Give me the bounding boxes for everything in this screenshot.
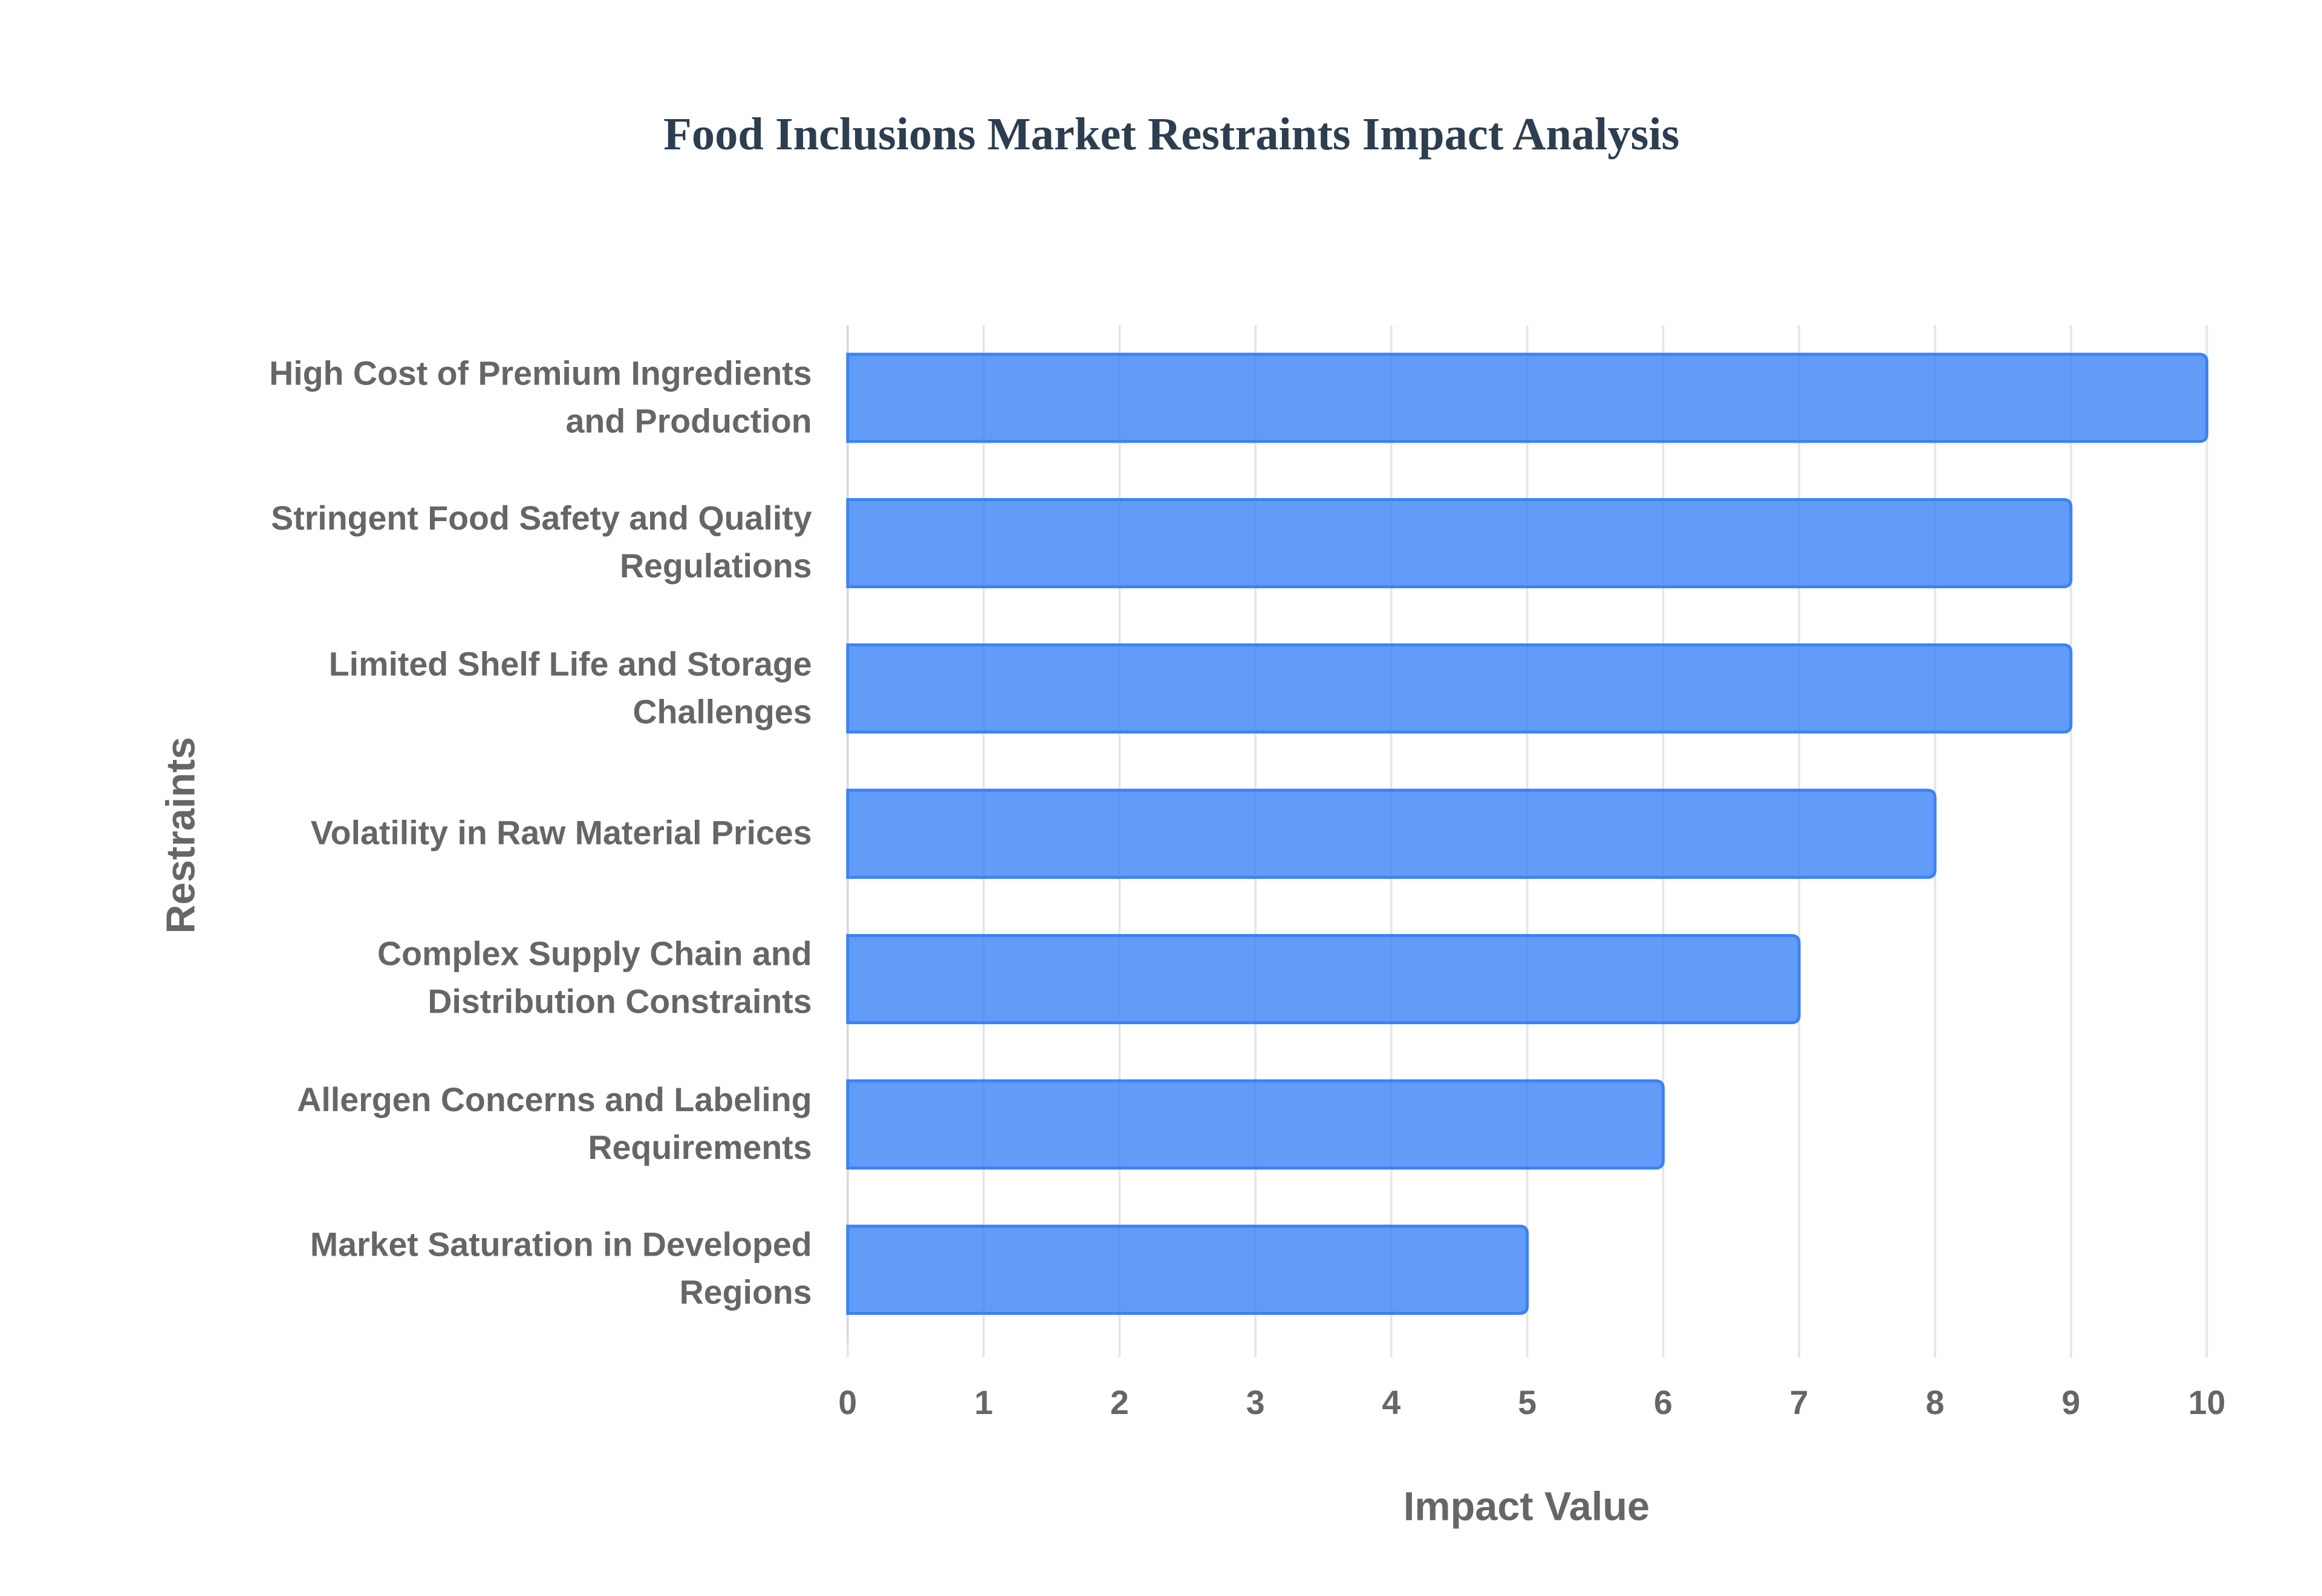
y-tick-label-box: Allergen Concerns and Labeling Requireme… (297, 1081, 812, 1167)
y-tick-label-box: Volatility in Raw Material Prices (310, 814, 812, 852)
x-tick-label: 7 (1790, 1384, 1809, 1421)
y-tick-label: Stringent Food Safety and Quality Regula… (271, 499, 812, 585)
x-tick-label: 6 (1654, 1384, 1673, 1421)
x-tick-label: 2 (1110, 1384, 1129, 1421)
bar (846, 643, 2073, 734)
y-tick-label-box: Limited Shelf Life and Storage Challenge… (328, 645, 812, 730)
x-tick-label: 0 (838, 1384, 857, 1421)
bar (846, 788, 1937, 879)
x-tick-label: 1 (974, 1384, 993, 1421)
chart-title: Food Inclusions Market Restraints Impact… (663, 108, 1679, 160)
x-axis-title: Impact Value (1403, 1484, 1650, 1529)
bar (846, 498, 2073, 589)
y-tick-label-box: Complex Supply Chain and Distribution Co… (377, 935, 812, 1021)
y-tick-label: Complex Supply Chain and Distribution Co… (377, 935, 812, 1021)
x-tick-label: 10 (2188, 1384, 2226, 1421)
y-tick-label-box: Stringent Food Safety and Quality Regula… (271, 499, 812, 585)
y-tick-label-box: High Cost of Premium Ingredients and Pro… (269, 354, 812, 440)
y-tick-label-box: Market Saturation in Developed Regions (310, 1226, 812, 1312)
x-tick-label: 4 (1382, 1384, 1401, 1421)
bar (846, 1224, 1529, 1315)
y-tick-label: Limited Shelf Life and Storage Challenge… (328, 645, 812, 730)
bar (846, 934, 1801, 1025)
y-axis-title: Restraints (159, 737, 204, 934)
y-tick-label: Market Saturation in Developed Regions (310, 1226, 812, 1312)
y-tick-label: Volatility in Raw Material Prices (310, 814, 812, 852)
x-tick-label: 8 (1926, 1384, 1945, 1421)
y-tick-label: High Cost of Premium Ingredients and Pro… (269, 354, 812, 440)
bar (846, 1079, 1665, 1170)
bar (846, 352, 2209, 443)
x-tick-label: 9 (2061, 1384, 2080, 1421)
x-tick-label: 3 (1246, 1384, 1265, 1421)
x-tick-label: 5 (1518, 1384, 1537, 1421)
y-tick-label: Allergen Concerns and Labeling Requireme… (297, 1081, 812, 1167)
